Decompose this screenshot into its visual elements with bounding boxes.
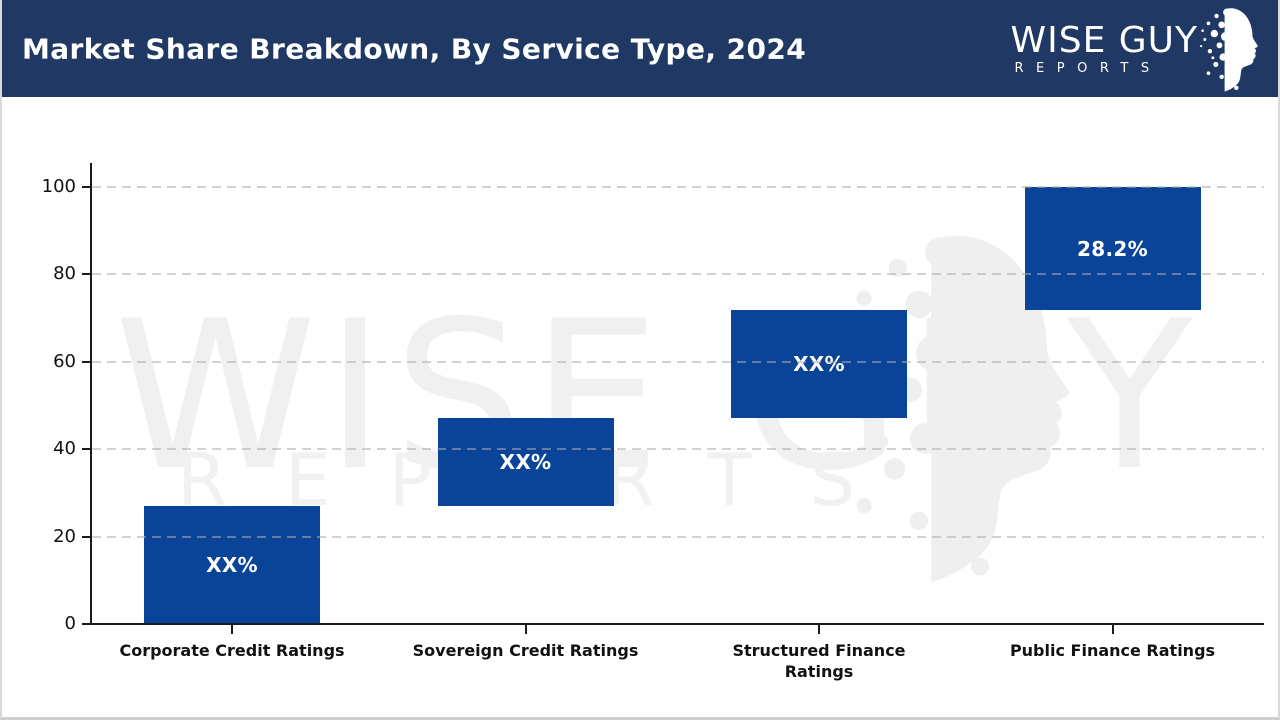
bar-2: XX%	[437, 417, 614, 507]
bar-value-label: XX%	[206, 553, 258, 578]
y-tick-mark	[82, 535, 91, 538]
bar-1: XX%	[144, 506, 320, 624]
gridline-y100	[92, 186, 1264, 188]
y-tick-mark	[82, 186, 91, 188]
wiseguy-logo: WISE GUY REPORTS	[1011, 4, 1267, 94]
page-title: Market Share Breakdown, By Service Type,…	[22, 32, 807, 65]
gridline-y60	[92, 360, 1264, 363]
category-label: Public Finance Ratings	[1009, 641, 1216, 660]
logo-wordmark: WISE GUY	[1010, 20, 1198, 62]
bar-value-label: XX%	[793, 351, 845, 376]
x-tick-mark	[231, 625, 233, 634]
x-tick-mark	[524, 625, 527, 634]
y-tick-label: 60	[53, 350, 76, 372]
y-tick-label: 20	[53, 525, 76, 547]
y-axis-line	[90, 163, 92, 625]
x-tick-mark	[1111, 625, 1114, 634]
bar-value-label: 28.2%	[1077, 236, 1148, 261]
category-label: Structured Finance Ratings	[732, 641, 906, 682]
logo-subtext: REPORTS	[1014, 60, 1162, 76]
watermark-face-icon	[829, 235, 1070, 582]
bar-3: XX%	[731, 310, 907, 418]
y-tick-mark	[82, 623, 91, 625]
gridline-y40	[92, 448, 1264, 451]
bar-4: 28.2%	[1024, 187, 1201, 311]
y-tick-label: 100	[41, 176, 76, 197]
category-label: Corporate Credit Ratings	[119, 641, 345, 660]
y-tick-label: 0	[64, 613, 76, 634]
y-tick-label: 40	[53, 438, 76, 460]
logo-face-icon	[1200, 8, 1258, 92]
bar-value-label: XX%	[499, 450, 552, 475]
header: Market Share Breakdown, By Service Type,…	[2, 0, 1278, 97]
y-tick-mark	[82, 360, 91, 363]
x-tick-mark	[818, 625, 820, 634]
category-label: Sovereign Credit Ratings	[412, 641, 639, 660]
x-axis-line	[90, 623, 1264, 625]
y-tick-mark	[82, 273, 91, 276]
y-tick-mark	[82, 448, 91, 451]
gridline-y80	[92, 273, 1264, 276]
y-tick-label: 80	[53, 263, 76, 285]
gridline-y20	[92, 535, 1264, 538]
